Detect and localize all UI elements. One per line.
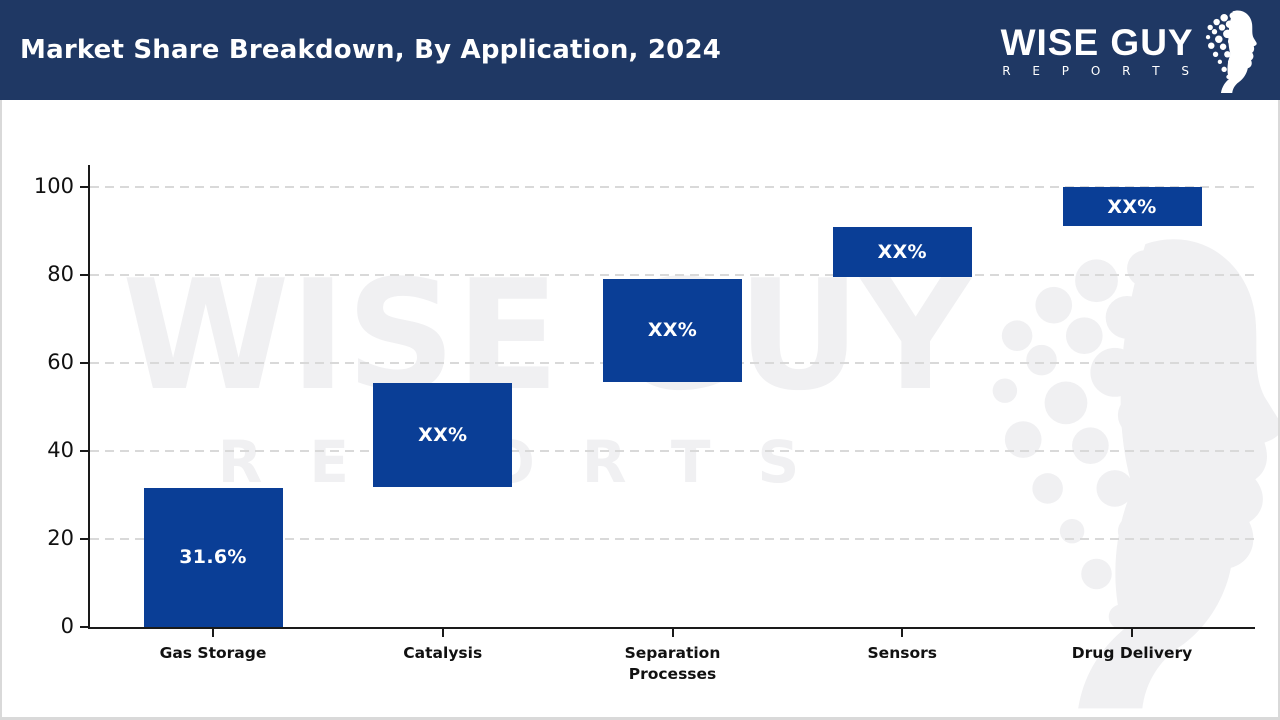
gridline-40 — [90, 450, 1255, 452]
y-tick-label: 0 — [60, 614, 74, 638]
y-tick-label: 20 — [47, 526, 74, 550]
x-tick-mark — [212, 629, 214, 637]
x-axis-line — [88, 627, 1255, 629]
x-tick-mark — [441, 629, 444, 637]
x-category-label: Drug Delivery — [1071, 644, 1193, 662]
logo-wordmark: WISE GUY — [1000, 21, 1194, 63]
x-tick-mark — [1131, 629, 1133, 637]
bar-drug-delivery: XX% — [1062, 187, 1202, 227]
y-tick-label: 40 — [47, 438, 74, 462]
bar-value-label: XX% — [418, 424, 468, 447]
y-axis-line — [88, 165, 90, 629]
chart-title: Market Share Breakdown, By Application, … — [20, 35, 722, 65]
wise-guy-reports-logo: WISE GUY R E P O R T S — [996, 7, 1266, 93]
bar-value-label: XX% — [647, 319, 698, 342]
y-tick-label: 80 — [47, 262, 74, 286]
y-tick-mark — [80, 362, 88, 364]
bar-value-label: XX% — [1107, 195, 1157, 218]
gridline-100 — [90, 186, 1255, 188]
y-tick-mark — [80, 538, 88, 540]
y-tick-label: 100 — [33, 174, 74, 198]
gridline-80 — [90, 274, 1255, 276]
y-tick-mark — [80, 626, 88, 628]
x-tick-mark — [671, 629, 674, 637]
gridline-20 — [90, 538, 1255, 540]
header: Market Share Breakdown, By Application, … — [0, 0, 1280, 100]
x-category-label: Sensors — [867, 644, 937, 662]
x-tick-mark — [901, 629, 904, 637]
bar-catalysis: XX% — [373, 383, 513, 488]
y-tick-label: 60 — [47, 350, 74, 374]
chart-area: WISE GUY REPORTS 0 20 40 60 80 100 31.6% Gas St… — [0, 100, 1280, 720]
x-category-label: Catalysis — [403, 644, 483, 662]
logo-subtitle: R E P O R T S — [1002, 63, 1198, 78]
x-category-label: Gas Storage — [159, 644, 267, 662]
bar-gas-storage: 31.6% — [143, 487, 283, 627]
logo-text: WISE GUY R E P O R T S — [996, 24, 1198, 77]
watermark-head-icon — [992, 239, 1278, 709]
bar-sensors: XX% — [832, 227, 972, 278]
dotted-head-icon — [1205, 10, 1257, 93]
bar-separation-processes: XX% — [603, 278, 742, 382]
bar-value-label: XX% — [877, 241, 927, 264]
y-tick-mark — [80, 450, 88, 452]
x-category-label: Separation Processes — [624, 644, 721, 683]
bar-value-label: 31.6% — [179, 546, 247, 569]
y-tick-mark — [80, 186, 88, 188]
y-tick-mark — [80, 274, 88, 276]
